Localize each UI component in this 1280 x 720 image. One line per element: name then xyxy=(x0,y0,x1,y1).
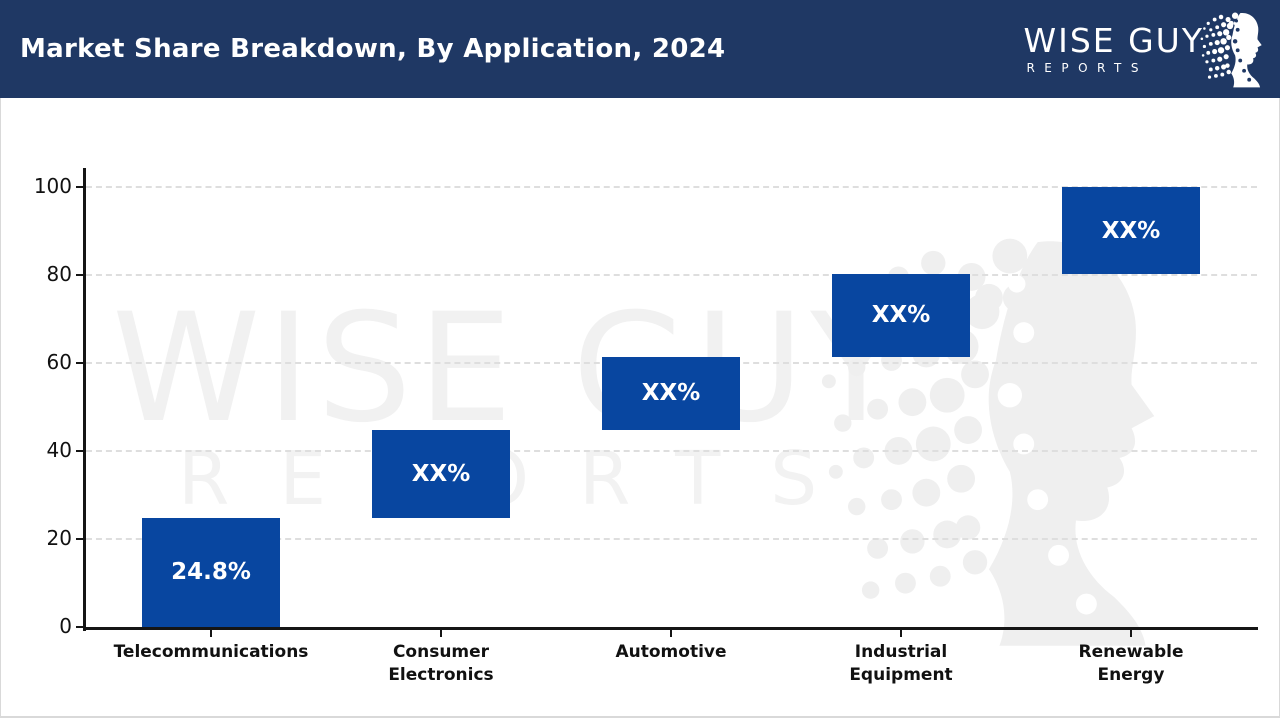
y-tick xyxy=(76,362,84,364)
waterfall-bar: XX% xyxy=(832,274,970,357)
x-tick xyxy=(1130,630,1132,637)
y-gridline xyxy=(86,186,1257,188)
y-tick-label: 0 xyxy=(59,614,72,638)
y-gridline xyxy=(86,274,1257,276)
category-label: Industrial Equipment xyxy=(849,642,953,685)
logo-face-icon xyxy=(1200,12,1262,88)
y-tick-label: 40 xyxy=(46,438,72,462)
logo-text: WISE GUY REPORTS xyxy=(1023,24,1204,75)
category-label: Consumer Electronics xyxy=(388,642,494,685)
waterfall-bar: 24.8% xyxy=(142,517,280,627)
x-tick xyxy=(210,630,212,637)
y-tick xyxy=(76,186,84,188)
y-tick-label: 60 xyxy=(46,350,72,374)
y-tick-label: 20 xyxy=(46,526,72,550)
page-title: Market Share Breakdown, By Application, … xyxy=(20,34,726,64)
y-axis-line xyxy=(83,168,86,631)
y-tick-label: 80 xyxy=(46,262,72,286)
y-tick xyxy=(76,274,84,276)
category-label: Telecommunications xyxy=(113,642,309,662)
x-tick xyxy=(900,630,902,637)
x-tick xyxy=(670,630,672,637)
waterfall-bar: XX% xyxy=(602,356,740,430)
category-label: Renewable Energy xyxy=(1078,642,1184,685)
bar-value-label: XX% xyxy=(411,460,471,487)
waterfall-bar: XX% xyxy=(1062,187,1200,275)
y-gridline xyxy=(86,538,1257,540)
x-tick xyxy=(440,630,442,637)
y-tick xyxy=(76,626,84,628)
category-label: Automotive xyxy=(615,642,727,662)
bar-value-label: 24.8% xyxy=(171,559,251,586)
bar-value-label: XX% xyxy=(1101,217,1161,244)
waterfall-bar: XX% xyxy=(372,429,510,518)
bar-value-label: XX% xyxy=(871,302,931,329)
logo-subtitle: REPORTS xyxy=(1026,60,1148,75)
y-tick-label: 100 xyxy=(33,174,72,198)
header-bar: Market Share Breakdown, By Application, … xyxy=(0,0,1280,98)
x-axis-line xyxy=(83,627,1258,630)
y-tick xyxy=(76,538,84,540)
wise-guy-logo: WISE GUY REPORTS xyxy=(1023,9,1262,89)
watermark-wordmark: WISE GUY xyxy=(112,282,908,456)
y-gridline xyxy=(86,450,1257,452)
bar-value-label: XX% xyxy=(641,380,701,407)
logo-wordmark: WISE GUY xyxy=(1023,20,1204,60)
y-tick xyxy=(76,450,84,452)
